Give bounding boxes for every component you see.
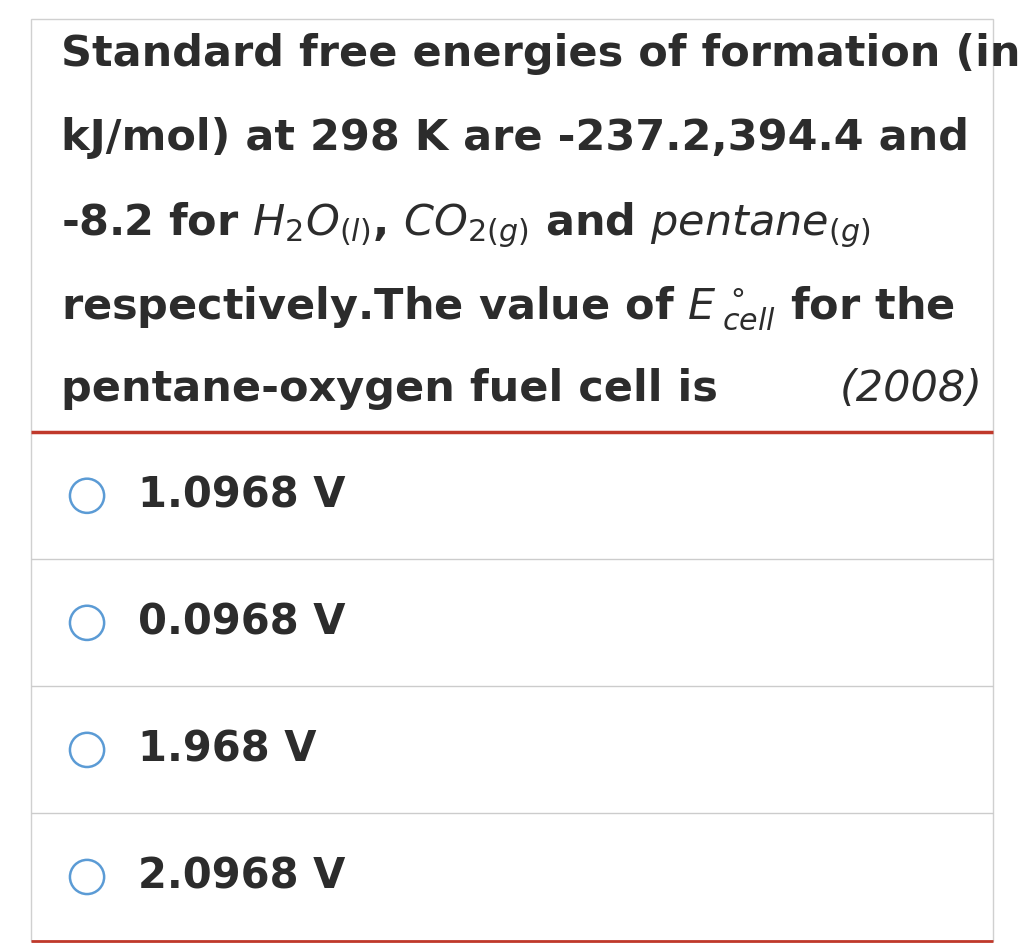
Text: respectively.The value of $E\,^\circ_{cell}$ for the: respectively.The value of $E\,^\circ_{ce…	[61, 284, 955, 332]
Text: -8.2 for $H_2O_{(l)}$, $CO_{2(g)}$ and $\mathit{pentane}_{(g)}$: -8.2 for $H_2O_{(l)}$, $CO_{2(g)}$ and $…	[61, 200, 870, 250]
Ellipse shape	[70, 732, 104, 767]
Text: (2008): (2008)	[840, 368, 983, 409]
Text: 1.968 V: 1.968 V	[138, 729, 316, 770]
Text: pentane-oxygen fuel cell is: pentane-oxygen fuel cell is	[61, 368, 718, 409]
Text: 0.0968 V: 0.0968 V	[138, 602, 346, 644]
Text: 1.0968 V: 1.0968 V	[138, 475, 346, 517]
Ellipse shape	[70, 606, 104, 640]
Text: 2.0968 V: 2.0968 V	[138, 856, 346, 898]
FancyBboxPatch shape	[31, 19, 993, 940]
Ellipse shape	[70, 479, 104, 513]
Ellipse shape	[70, 860, 104, 894]
Text: Standard free energies of formation (in: Standard free energies of formation (in	[61, 33, 1021, 75]
Text: kJ/mol) at 298 K are -237.2,394.4 and: kJ/mol) at 298 K are -237.2,394.4 and	[61, 117, 970, 159]
